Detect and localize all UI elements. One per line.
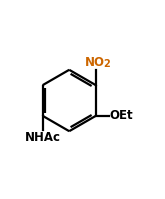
- Text: 2: 2: [103, 60, 110, 69]
- Text: NHAc: NHAc: [25, 131, 61, 144]
- Text: NO: NO: [84, 56, 104, 69]
- Text: OEt: OEt: [109, 109, 133, 122]
